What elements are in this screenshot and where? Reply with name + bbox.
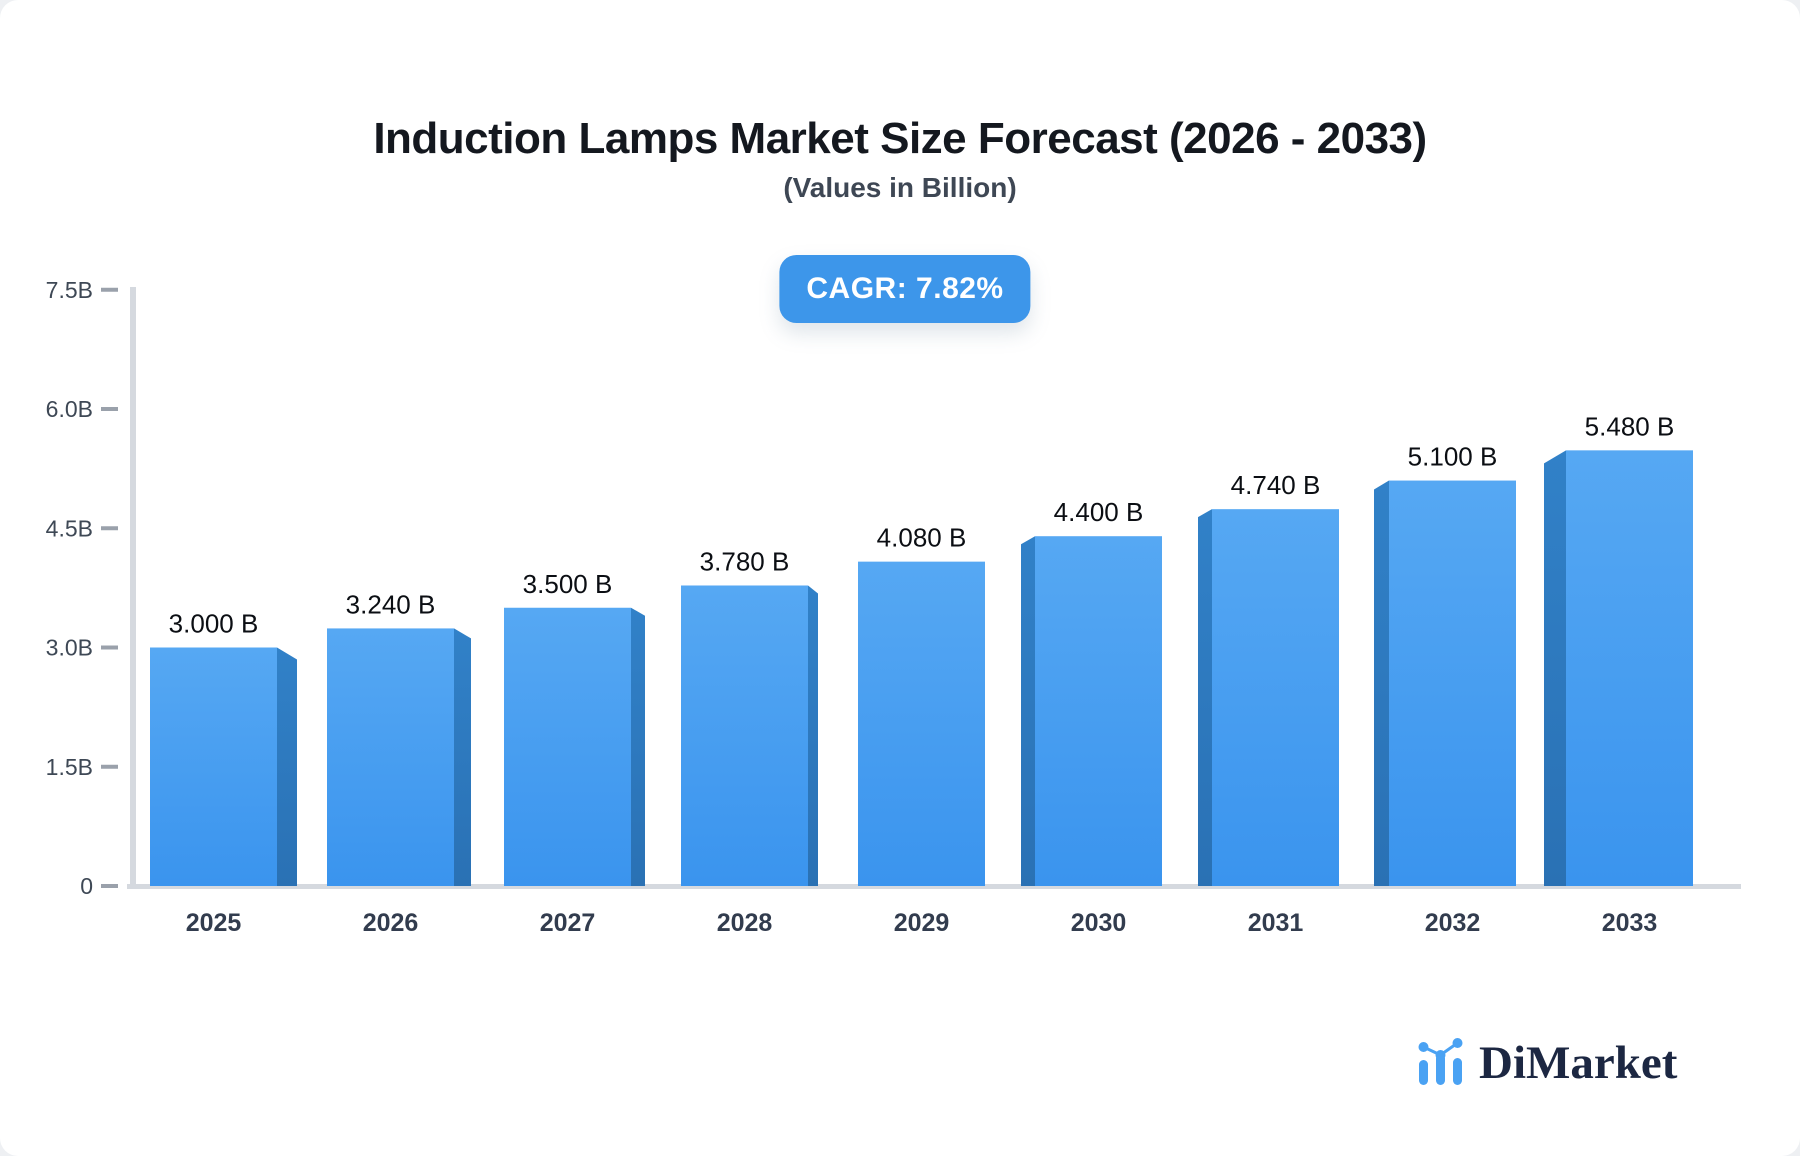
bar-value-label: 3.500 B bbox=[523, 569, 613, 599]
bar-value-label: 3.000 B bbox=[169, 609, 259, 639]
logo-trend-dot bbox=[1452, 1038, 1463, 1048]
y-axis-line bbox=[130, 287, 136, 886]
bar-side-2027 bbox=[631, 607, 645, 886]
x-category-label: 2032 bbox=[1425, 909, 1481, 937]
x-category-label: 2029 bbox=[894, 909, 950, 937]
chart-title: Induction Lamps Market Size Forecast (20… bbox=[373, 114, 1427, 163]
x-category-label: 2028 bbox=[717, 909, 773, 937]
y-tick-label: 4.5B bbox=[46, 515, 93, 541]
x-axis-line bbox=[127, 884, 1741, 889]
bar-value-label: 4.740 B bbox=[1231, 470, 1321, 500]
bar-value-label: 5.480 B bbox=[1585, 411, 1675, 441]
x-category-label: 2030 bbox=[1071, 909, 1127, 937]
bar-value-label: 4.080 B bbox=[877, 523, 967, 553]
bar-value-label: 5.100 B bbox=[1408, 442, 1498, 472]
bar-2033 bbox=[1566, 450, 1693, 886]
bar-side-2030 bbox=[1021, 536, 1035, 886]
bar-side-2028 bbox=[808, 585, 818, 886]
logo-bar bbox=[1436, 1054, 1445, 1085]
y-tick-mark bbox=[101, 764, 118, 769]
chart-subtitle: (Values in Billion) bbox=[783, 172, 1017, 203]
bar-value-label: 3.780 B bbox=[700, 546, 790, 576]
bar-2028 bbox=[681, 585, 808, 886]
bar-value-label: 3.240 B bbox=[346, 589, 436, 619]
bar-side-2031 bbox=[1198, 509, 1212, 886]
x-category-label: 2025 bbox=[186, 909, 242, 937]
y-tick-mark bbox=[101, 645, 118, 650]
logo-text: DiMarket bbox=[1479, 1037, 1678, 1089]
x-category-label: 2033 bbox=[1602, 909, 1658, 937]
bar-2032 bbox=[1389, 480, 1516, 886]
y-tick-mark bbox=[101, 287, 118, 292]
bar-2026 bbox=[327, 628, 454, 886]
logo-trend-dot bbox=[1418, 1042, 1429, 1052]
logo-trend-dot bbox=[1435, 1050, 1446, 1060]
logo-bar-chart-icon bbox=[1418, 1038, 1463, 1085]
y-tick-mark bbox=[101, 526, 118, 531]
bar-side-2026 bbox=[454, 628, 471, 886]
x-category-label: 2026 bbox=[363, 909, 419, 937]
cagr-badge: CAGR: 7.82% bbox=[779, 255, 1031, 323]
y-tick-label: 7.5B bbox=[46, 277, 93, 303]
bar-side-2032 bbox=[1374, 480, 1389, 886]
y-tick-label: 3.0B bbox=[46, 635, 93, 661]
bar-2025 bbox=[150, 647, 277, 886]
x-category-label: 2027 bbox=[540, 909, 596, 937]
y-tick-mark bbox=[101, 884, 118, 888]
bar-2031 bbox=[1212, 509, 1339, 886]
bar-value-label: 4.400 B bbox=[1054, 497, 1144, 527]
bar-2027 bbox=[504, 607, 631, 886]
bar-2030 bbox=[1035, 536, 1162, 886]
logo-bar bbox=[1419, 1060, 1428, 1085]
logo-bar bbox=[1453, 1058, 1462, 1085]
bar-side-2033 bbox=[1544, 450, 1566, 886]
brand-logo: DiMarket bbox=[1416, 1036, 1677, 1088]
bar-side-2025 bbox=[277, 647, 297, 886]
x-category-label: 2031 bbox=[1248, 909, 1304, 937]
y-tick-label: 6.0B bbox=[46, 396, 93, 422]
y-tick-label: 1.5B bbox=[46, 754, 93, 780]
y-tick-mark bbox=[101, 407, 118, 411]
bar-2029 bbox=[858, 561, 985, 886]
y-tick-label: 0 bbox=[80, 873, 93, 899]
